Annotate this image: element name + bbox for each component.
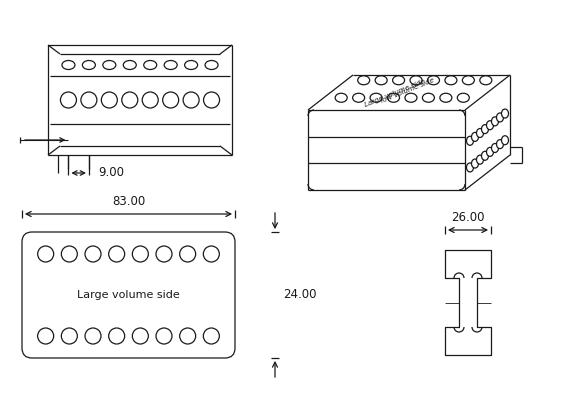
Circle shape	[180, 328, 196, 344]
Ellipse shape	[501, 109, 509, 118]
Circle shape	[108, 328, 124, 344]
Ellipse shape	[492, 144, 498, 153]
Ellipse shape	[467, 136, 473, 145]
Ellipse shape	[388, 93, 400, 102]
Text: Large volume side: Large volume side	[77, 290, 180, 300]
Text: 24.00: 24.00	[283, 288, 316, 301]
Ellipse shape	[410, 76, 422, 85]
Circle shape	[156, 246, 172, 262]
Text: 9.00: 9.00	[98, 166, 124, 180]
Circle shape	[85, 246, 101, 262]
Ellipse shape	[440, 93, 452, 102]
Circle shape	[180, 246, 196, 262]
Ellipse shape	[428, 76, 440, 85]
Ellipse shape	[445, 76, 457, 85]
Circle shape	[156, 328, 172, 344]
Ellipse shape	[477, 128, 484, 137]
Circle shape	[38, 246, 54, 262]
FancyBboxPatch shape	[22, 232, 235, 358]
Circle shape	[203, 328, 219, 344]
Ellipse shape	[164, 61, 177, 70]
Ellipse shape	[472, 159, 478, 168]
Ellipse shape	[375, 76, 387, 85]
Ellipse shape	[353, 93, 365, 102]
Circle shape	[61, 328, 77, 344]
Ellipse shape	[486, 121, 493, 130]
Ellipse shape	[477, 155, 484, 164]
Ellipse shape	[393, 76, 405, 85]
Ellipse shape	[492, 117, 498, 126]
Ellipse shape	[486, 147, 493, 156]
Ellipse shape	[62, 61, 75, 70]
Circle shape	[142, 92, 158, 108]
Ellipse shape	[123, 61, 136, 70]
Circle shape	[61, 246, 77, 262]
Circle shape	[101, 92, 117, 108]
Text: 26.00: 26.00	[451, 211, 485, 224]
Circle shape	[108, 246, 124, 262]
Ellipse shape	[423, 93, 435, 102]
Text: low volume side: low volume side	[380, 77, 436, 104]
Ellipse shape	[501, 136, 509, 145]
Text: 83.00: 83.00	[112, 195, 145, 208]
Ellipse shape	[205, 61, 218, 70]
Ellipse shape	[497, 113, 504, 122]
Circle shape	[85, 328, 101, 344]
Circle shape	[132, 328, 148, 344]
Ellipse shape	[497, 139, 504, 148]
Circle shape	[38, 328, 54, 344]
Ellipse shape	[103, 61, 116, 70]
Circle shape	[61, 92, 77, 108]
Ellipse shape	[480, 76, 492, 85]
Ellipse shape	[463, 76, 475, 85]
Circle shape	[203, 92, 220, 108]
Circle shape	[81, 92, 97, 108]
Ellipse shape	[405, 93, 417, 102]
Ellipse shape	[184, 61, 198, 70]
Text: Large volume side: Large volume side	[363, 78, 425, 108]
Ellipse shape	[144, 61, 156, 70]
Ellipse shape	[82, 61, 95, 70]
Ellipse shape	[335, 93, 347, 102]
Ellipse shape	[370, 93, 382, 102]
Circle shape	[203, 246, 219, 262]
Ellipse shape	[467, 163, 473, 172]
Circle shape	[183, 92, 199, 108]
Ellipse shape	[481, 125, 489, 134]
Circle shape	[122, 92, 138, 108]
Ellipse shape	[472, 133, 478, 142]
Ellipse shape	[481, 151, 489, 160]
Ellipse shape	[457, 93, 469, 102]
Circle shape	[163, 92, 179, 108]
Ellipse shape	[357, 76, 369, 85]
Circle shape	[132, 246, 148, 262]
